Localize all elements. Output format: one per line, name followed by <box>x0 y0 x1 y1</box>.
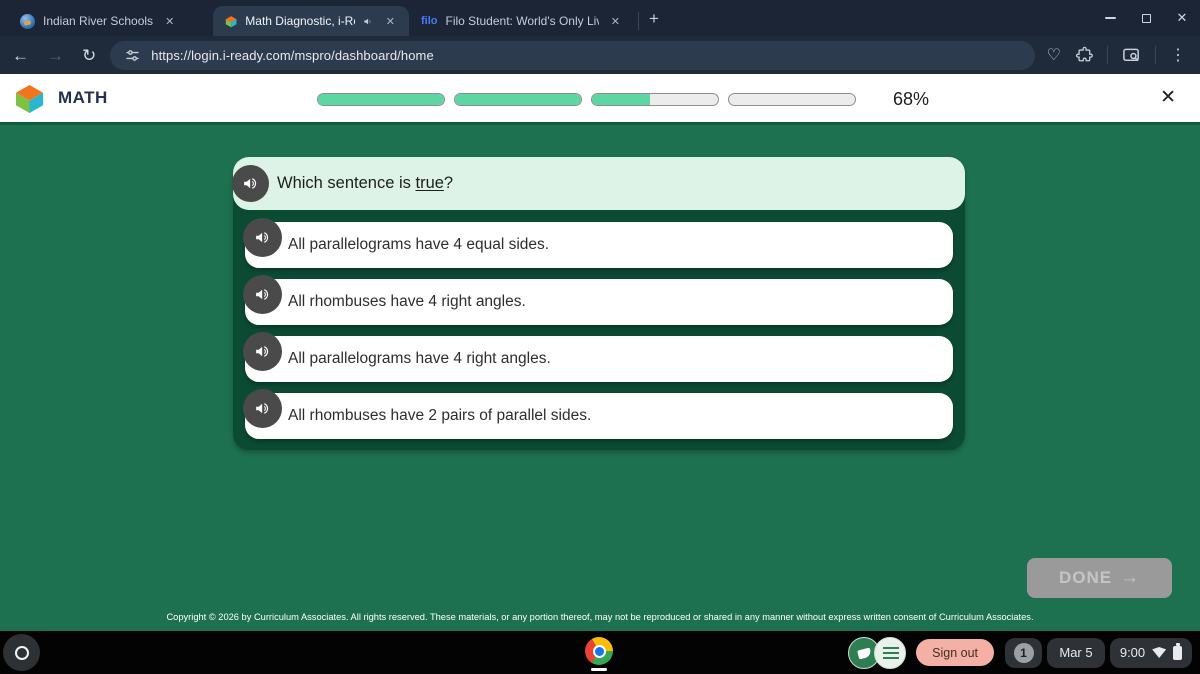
tab-close-icon[interactable]: ✕ <box>165 15 175 28</box>
forward-button[interactable]: → <box>47 45 64 65</box>
window-close-button[interactable]: ✕ <box>1176 10 1188 25</box>
tab-close-icon[interactable]: ✕ <box>610 15 620 28</box>
iready-favicon <box>225 15 237 27</box>
progress-segment <box>454 93 582 106</box>
answer-option-3[interactable]: All parallelograms have 4 right angles. <box>243 332 953 382</box>
question-speaker-button[interactable] <box>232 165 269 202</box>
battery-icon <box>1173 642 1183 660</box>
new-tab-button[interactable]: + <box>649 9 659 28</box>
minimize-icon <box>1104 17 1116 19</box>
option-speaker-button[interactable] <box>243 218 282 257</box>
reload-button[interactable]: ↻ <box>82 45 97 65</box>
toolbar-separator <box>1107 46 1108 64</box>
iready-header: MATH 68% ✕ <box>0 74 1200 125</box>
answer-option-label: All parallelograms have 4 equal sides. <box>288 236 550 253</box>
speaker-icon <box>244 178 257 189</box>
answer-option-label: All rhombuses have 2 pairs of parallel s… <box>288 407 592 424</box>
progress-percent: 68% <box>893 89 930 109</box>
speaker-icon <box>256 289 269 300</box>
answer-option-1[interactable]: All parallelograms have 4 equal sides. <box>243 218 953 268</box>
tab-title: Math Diagnostic, i-Ready <box>245 14 355 28</box>
progress-segment <box>317 93 445 106</box>
tab-divider <box>638 12 639 30</box>
extensions-icon[interactable] <box>1075 46 1093 64</box>
answer-option-2[interactable]: All rhombuses have 4 right angles. <box>243 275 953 325</box>
window-minimize-button[interactable] <box>1102 10 1118 26</box>
arrow-right-icon: → <box>1120 567 1141 588</box>
url-text: https://login.i-ready.com/mspro/dashboar… <box>151 47 434 63</box>
answer-option-label: All parallelograms have 4 right angles. <box>288 350 551 367</box>
progress-segment <box>591 93 719 106</box>
indian-river-schools-favicon <box>20 13 35 29</box>
launcher-icon <box>14 645 29 660</box>
lesson-content: Which sentence is true? All parallelogra… <box>0 125 1200 631</box>
notification-tray[interactable]: 1 <box>1005 637 1042 668</box>
district-app-icon[interactable] <box>848 636 907 670</box>
tab-audio-icon[interactable] <box>363 15 374 28</box>
status-tray[interactable]: 9:00 <box>1110 637 1192 668</box>
done-button[interactable]: DONE → <box>1027 558 1172 598</box>
sign-out-button[interactable]: Sign out <box>916 639 994 666</box>
tab-filo-student[interactable]: filo Filo Student: World's Only Live ✕ <box>409 6 634 36</box>
toolbar-separator <box>1155 46 1156 64</box>
speaker-icon <box>256 346 269 357</box>
speaker-icon <box>256 232 269 243</box>
option-speaker-button[interactable] <box>243 389 282 428</box>
tab-close-icon[interactable]: ✕ <box>385 15 396 28</box>
lesson-close-icon[interactable]: ✕ <box>1160 87 1176 108</box>
speaker-icon <box>256 403 269 414</box>
date-tray[interactable]: Mar 5 <box>1047 637 1105 668</box>
wifi-icon <box>1152 647 1167 658</box>
tab-math-diagnostic[interactable]: Math Diagnostic, i-Ready ✕ <box>213 6 409 36</box>
progress-segment <box>728 93 856 106</box>
document-badge-icon <box>874 636 907 669</box>
option-speaker-button[interactable] <box>243 332 282 371</box>
subject-title: MATH <box>58 88 108 107</box>
tab-search-icon[interactable] <box>1122 46 1141 65</box>
question-bubble: Which sentence is true? <box>233 157 965 210</box>
restore-icon <box>1141 10 1156 23</box>
tab-title: Indian River Schools <box>43 14 154 28</box>
progress-fill <box>318 94 444 105</box>
question-panel: Which sentence is true? All parallelogra… <box>232 157 965 450</box>
back-button[interactable]: ← <box>12 45 29 65</box>
heart-icon[interactable]: ♡ <box>1046 47 1061 64</box>
window-restore-button[interactable] <box>1138 10 1156 26</box>
progress-fill <box>592 94 650 105</box>
address-bar[interactable]: https://login.i-ready.com/mspro/dashboar… <box>110 40 1036 70</box>
launcher-button[interactable] <box>3 634 40 671</box>
question-text: Which sentence is true? <box>277 174 454 192</box>
notification-count-badge: 1 <box>1013 642 1034 663</box>
browser-toolbar: ← → ↻ https://login.i-ready.com/mspro/da… <box>0 36 1200 74</box>
progress-bar-group <box>317 93 856 106</box>
filo-favicon: filo <box>421 15 438 27</box>
answer-option-label: All rhombuses have 4 right angles. <box>288 293 526 310</box>
date-label: Mar 5 <box>1059 645 1093 660</box>
answer-option-4[interactable]: All rhombuses have 2 pairs of parallel s… <box>243 389 953 439</box>
browser-menu-icon[interactable]: ⋮ <box>1170 47 1186 64</box>
tab-indian-river-schools[interactable]: Indian River Schools ✕ <box>8 6 213 36</box>
site-settings-icon[interactable] <box>124 47 141 64</box>
time-label: 9:00 <box>1119 645 1146 660</box>
running-app-indicator <box>591 668 607 671</box>
done-label: DONE <box>1058 568 1113 587</box>
option-speaker-button[interactable] <box>243 275 282 314</box>
copyright-text: Copyright © 2026 by Curriculum Associate… <box>166 612 1034 622</box>
chromeos-shelf: Sign out 1 Mar 5 9:00 <box>0 631 1200 674</box>
chrome-app-icon[interactable] <box>585 637 613 665</box>
iready-logo <box>15 84 44 114</box>
progress-fill <box>455 94 581 105</box>
tab-title: Filo Student: World's Only Live <box>445 14 599 28</box>
tab-strip: Indian River Schools ✕ Math Diagnostic, … <box>0 0 1200 36</box>
